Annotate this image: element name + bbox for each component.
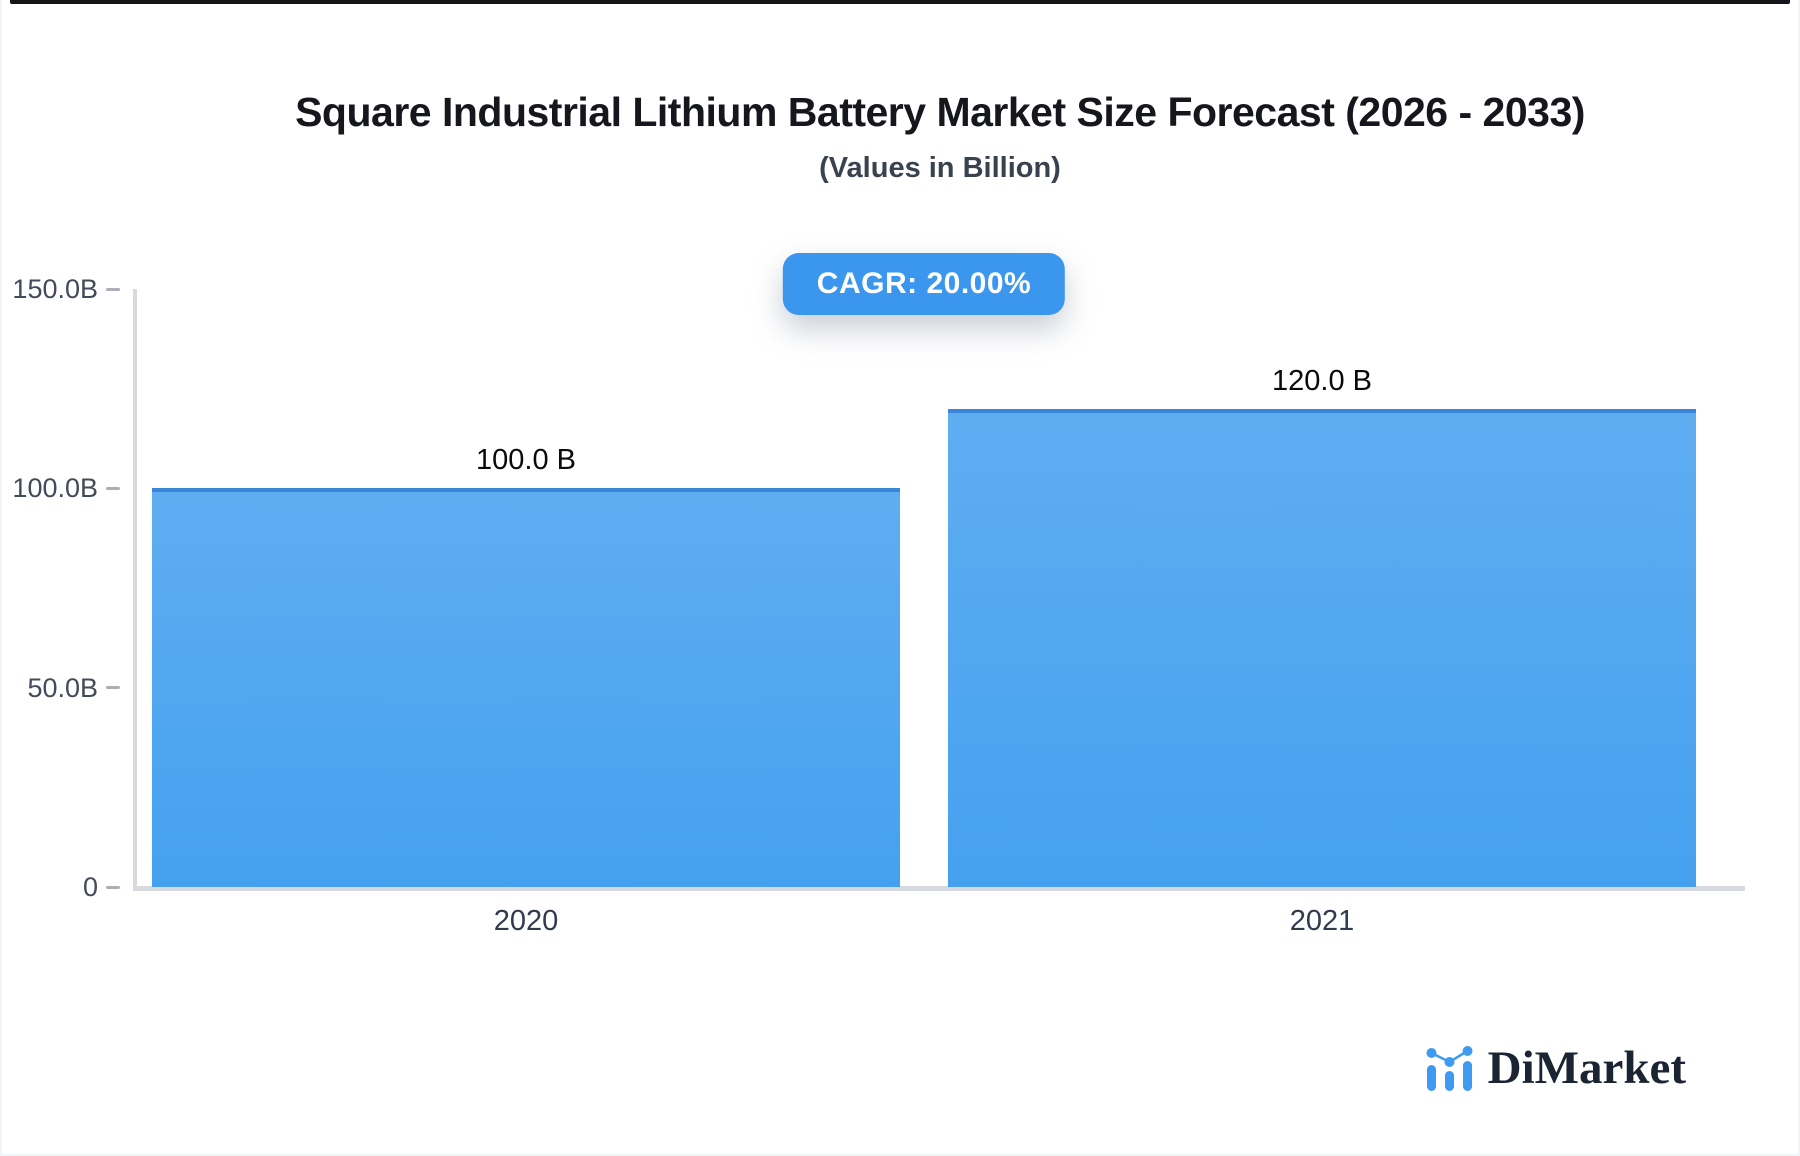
x-axis-line <box>133 886 1745 891</box>
bar-value-label: 120.0 B <box>1272 364 1372 397</box>
y-axis-tick-mark <box>106 885 120 889</box>
y-axis-tick-label: 150.0B <box>12 274 98 304</box>
chart-header: Square Industrial Lithium Battery Market… <box>135 88 1745 186</box>
bar-2020[interactable] <box>152 488 900 887</box>
bar-2021[interactable] <box>948 408 1696 887</box>
bar-chart-sparkline-icon <box>1426 1045 1473 1091</box>
y-axis-tick-label: 100.0B <box>12 473 98 504</box>
y-axis-line <box>133 289 137 890</box>
bar-value-label: 100.0 B <box>476 444 576 477</box>
chart-subtitle: (Values in Billion) <box>819 152 1061 185</box>
x-axis-category-label: 2020 <box>493 905 559 937</box>
cagr-badge: CAGR: 20.00% <box>782 253 1066 315</box>
y-axis-tick-label: 0 <box>82 872 98 902</box>
y-axis-tick-label: 50.0B <box>27 672 98 703</box>
y-axis-tick-mark <box>106 486 120 490</box>
x-axis-category-label: 2021 <box>1289 905 1355 937</box>
y-axis-tick-mark <box>106 686 120 690</box>
card-top-border <box>10 0 1790 4</box>
brand-name: DiMarket <box>1487 1042 1686 1094</box>
brand-logo[interactable]: DiMarket <box>1425 1045 1686 1092</box>
y-axis-tick-mark <box>106 287 120 291</box>
chart-title: Square Industrial Lithium Battery Market… <box>295 89 1585 135</box>
